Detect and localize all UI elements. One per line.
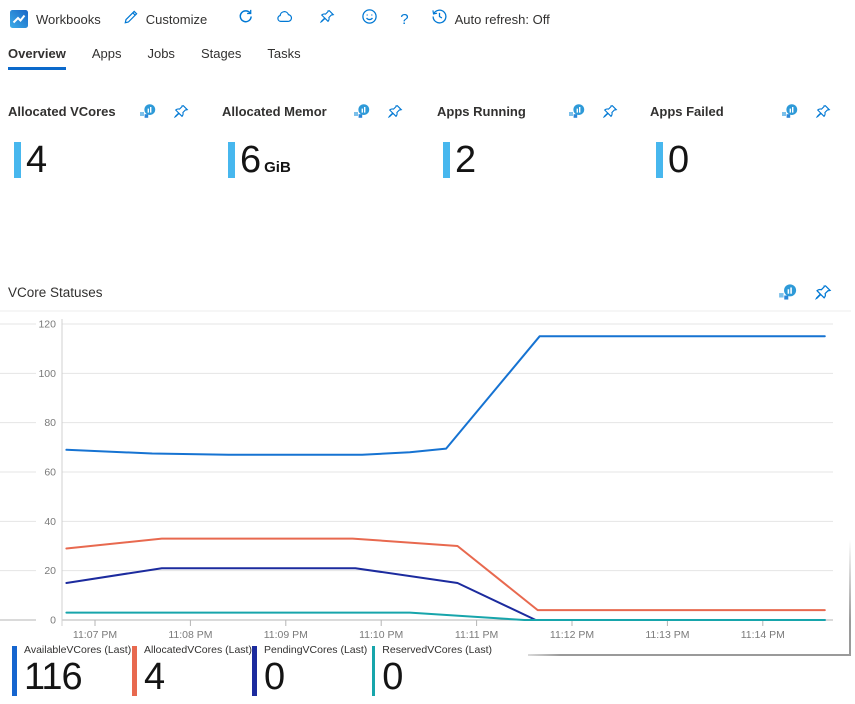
legend-value: 0 <box>264 656 285 698</box>
value-bar <box>14 142 21 178</box>
customize-label: Customize <box>145 11 208 27</box>
tab-jobs[interactable]: Jobs <box>147 46 175 61</box>
legend-color-bar <box>132 646 137 696</box>
svg-text:11:07 PM: 11:07 PM <box>73 629 117 641</box>
tab-overview[interactable]: Overview <box>8 42 66 72</box>
legend-item-reservedvcores: ReservedVCores (Last) 0 <box>372 644 492 697</box>
pin-icon[interactable] <box>815 104 831 125</box>
svg-text:100: 100 <box>38 368 56 380</box>
refresh-icon <box>237 8 254 30</box>
legend-value: 4 <box>144 656 165 698</box>
tile-apps-running: Apps Running 2 <box>437 100 649 190</box>
customize-button[interactable]: Customize <box>123 9 207 30</box>
legend-color-bar <box>252 646 257 696</box>
chart-bubble-icon[interactable] <box>139 104 156 124</box>
svg-text:11:09 PM: 11:09 PM <box>264 629 308 641</box>
pin-button[interactable] <box>319 9 335 30</box>
svg-text:11:12 PM: 11:12 PM <box>550 629 594 641</box>
chart-bubble-icon[interactable] <box>353 104 370 124</box>
tab-stages[interactable]: Stages <box>200 46 242 61</box>
svg-text:120: 120 <box>38 318 56 330</box>
svg-text:11:10 PM: 11:10 PM <box>359 629 403 641</box>
chart-section-header: VCore Statuses <box>8 284 847 306</box>
edit-pencil-icon <box>123 9 139 30</box>
tile-value: 2 <box>455 139 476 181</box>
chart-legend: AvailableVCores (Last) 116 AllocatedVCor… <box>12 644 492 697</box>
tile-unit: GiB <box>264 159 291 176</box>
legend-value: 116 <box>24 656 83 698</box>
svg-text:11:08 PM: 11:08 PM <box>168 629 212 641</box>
tile-title: Apps Running <box>437 104 526 119</box>
chart-bubble-icon[interactable] <box>568 104 585 124</box>
cloud-button[interactable] <box>276 9 293 29</box>
svg-text:20: 20 <box>44 565 56 577</box>
tile-title: Allocated Memor <box>222 104 327 119</box>
svg-text:11:11 PM: 11:11 PM <box>455 629 498 641</box>
legend-label: ReservedVCores (Last) <box>382 644 492 656</box>
pin-icon[interactable] <box>814 284 832 307</box>
legend-label: AvailableVCores (Last) <box>24 644 132 656</box>
auto-refresh-clock-icon <box>431 8 448 30</box>
svg-text:80: 80 <box>44 417 56 429</box>
svg-text:11:13 PM: 11:13 PM <box>645 629 689 641</box>
tile-title: Allocated VCores <box>8 104 116 119</box>
refresh-button[interactable] <box>237 8 254 30</box>
legend-item-availablevcores: AvailableVCores (Last) 116 <box>12 644 132 697</box>
legend-label: AllocatedVCores (Last) <box>144 644 252 656</box>
panel-shadow-right-edge <box>849 540 851 656</box>
value-bar <box>656 142 663 178</box>
smiley-icon <box>361 8 378 30</box>
feedback-button[interactable] <box>361 8 378 30</box>
workbooks-logo-icon <box>10 10 28 28</box>
chart-title: VCore Statuses <box>8 285 103 300</box>
app-title: Workbooks <box>36 11 101 27</box>
legend-item-allocatedvcores: AllocatedVCores (Last) 4 <box>132 644 252 697</box>
help-button[interactable]: ? <box>400 11 408 28</box>
svg-text:11:14 PM: 11:14 PM <box>741 629 785 641</box>
tile-allocated-vcores: Allocated VCores 4 <box>8 100 220 190</box>
chart-bubble-icon[interactable] <box>778 284 797 306</box>
value-bar <box>443 142 450 178</box>
auto-refresh-button[interactable]: Auto refresh: Off <box>431 8 550 30</box>
tab-tasks[interactable]: Tasks <box>267 46 301 61</box>
pin-icon[interactable] <box>173 104 189 125</box>
cloud-icon <box>276 9 293 29</box>
tile-title: Apps Failed <box>650 104 724 119</box>
svg-text:0: 0 <box>50 615 56 627</box>
legend-color-bar <box>12 646 17 696</box>
legend-value: 0 <box>382 656 403 698</box>
vcore-chart-svg: 0 20 40 60 80 100 120 11:07 PM 11:08 PM 11:09 PM 1… <box>0 310 851 641</box>
tile-apps-failed: Apps Failed 0 <box>650 100 855 190</box>
legend-color-bar <box>372 646 376 696</box>
svg-text:60: 60 <box>44 466 56 478</box>
pin-icon[interactable] <box>387 104 403 125</box>
tab-bar: Overview Apps Jobs Stages Tasks <box>0 42 855 72</box>
legend-label: PendingVCores (Last) <box>264 644 368 656</box>
tile-value: 0 <box>668 139 689 181</box>
pin-icon <box>319 9 335 30</box>
auto-refresh-label: Auto refresh: Off <box>454 11 550 27</box>
tile-value: 4 <box>26 139 47 181</box>
tile-value: 6 <box>240 139 261 181</box>
pin-icon[interactable] <box>602 104 618 125</box>
legend-item-pendingvcores: PendingVCores (Last) 0 <box>252 644 372 697</box>
tab-apps[interactable]: Apps <box>91 46 122 61</box>
panel-shadow-bottom-edge <box>528 654 851 656</box>
toolbar: Workbooks Customize <box>0 0 855 38</box>
svg-text:40: 40 <box>44 516 56 528</box>
vcore-statuses-chart[interactable]: 0 20 40 60 80 100 120 11:07 PM 11:08 PM 11:09 PM 1… <box>0 305 855 650</box>
chart-bubble-icon[interactable] <box>781 104 798 124</box>
tile-allocated-memory: Allocated Memor 6 GiB <box>222 100 434 190</box>
help-icon: ? <box>400 10 409 28</box>
value-bar <box>228 142 235 178</box>
